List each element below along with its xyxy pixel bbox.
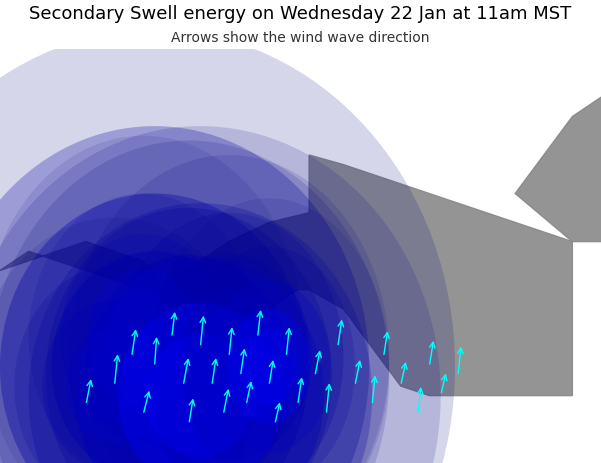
Ellipse shape	[0, 141, 389, 463]
Ellipse shape	[192, 311, 266, 403]
Ellipse shape	[118, 304, 282, 463]
Ellipse shape	[183, 247, 355, 463]
Ellipse shape	[106, 292, 180, 384]
Ellipse shape	[147, 254, 311, 461]
Text: Arrows show the wind wave direction: Arrows show the wind wave direction	[171, 31, 430, 44]
Ellipse shape	[86, 256, 292, 463]
Ellipse shape	[145, 334, 255, 457]
Ellipse shape	[242, 329, 296, 406]
Ellipse shape	[29, 194, 258, 463]
Ellipse shape	[42, 300, 186, 463]
Ellipse shape	[207, 281, 331, 453]
Ellipse shape	[0, 137, 304, 463]
Ellipse shape	[143, 323, 234, 430]
Ellipse shape	[82, 348, 147, 425]
Ellipse shape	[29, 204, 372, 463]
Ellipse shape	[174, 288, 284, 426]
Ellipse shape	[86, 290, 223, 444]
Ellipse shape	[88, 269, 198, 407]
Ellipse shape	[77, 257, 324, 463]
Ellipse shape	[0, 31, 455, 463]
Ellipse shape	[0, 218, 255, 463]
Ellipse shape	[228, 309, 310, 425]
Polygon shape	[0, 156, 572, 396]
Ellipse shape	[14, 266, 215, 463]
Ellipse shape	[52, 252, 258, 463]
Ellipse shape	[69, 156, 389, 463]
Ellipse shape	[46, 208, 332, 463]
Ellipse shape	[114, 213, 343, 463]
Ellipse shape	[61, 234, 225, 442]
Polygon shape	[515, 98, 601, 242]
Ellipse shape	[66, 329, 162, 444]
Ellipse shape	[149, 199, 389, 463]
Ellipse shape	[0, 127, 441, 463]
Text: Secondary Swell energy on Wednesday 22 Jan at 11am MST: Secondary Swell energy on Wednesday 22 J…	[29, 5, 572, 23]
Ellipse shape	[0, 194, 309, 463]
Ellipse shape	[0, 127, 369, 463]
Ellipse shape	[120, 296, 258, 457]
